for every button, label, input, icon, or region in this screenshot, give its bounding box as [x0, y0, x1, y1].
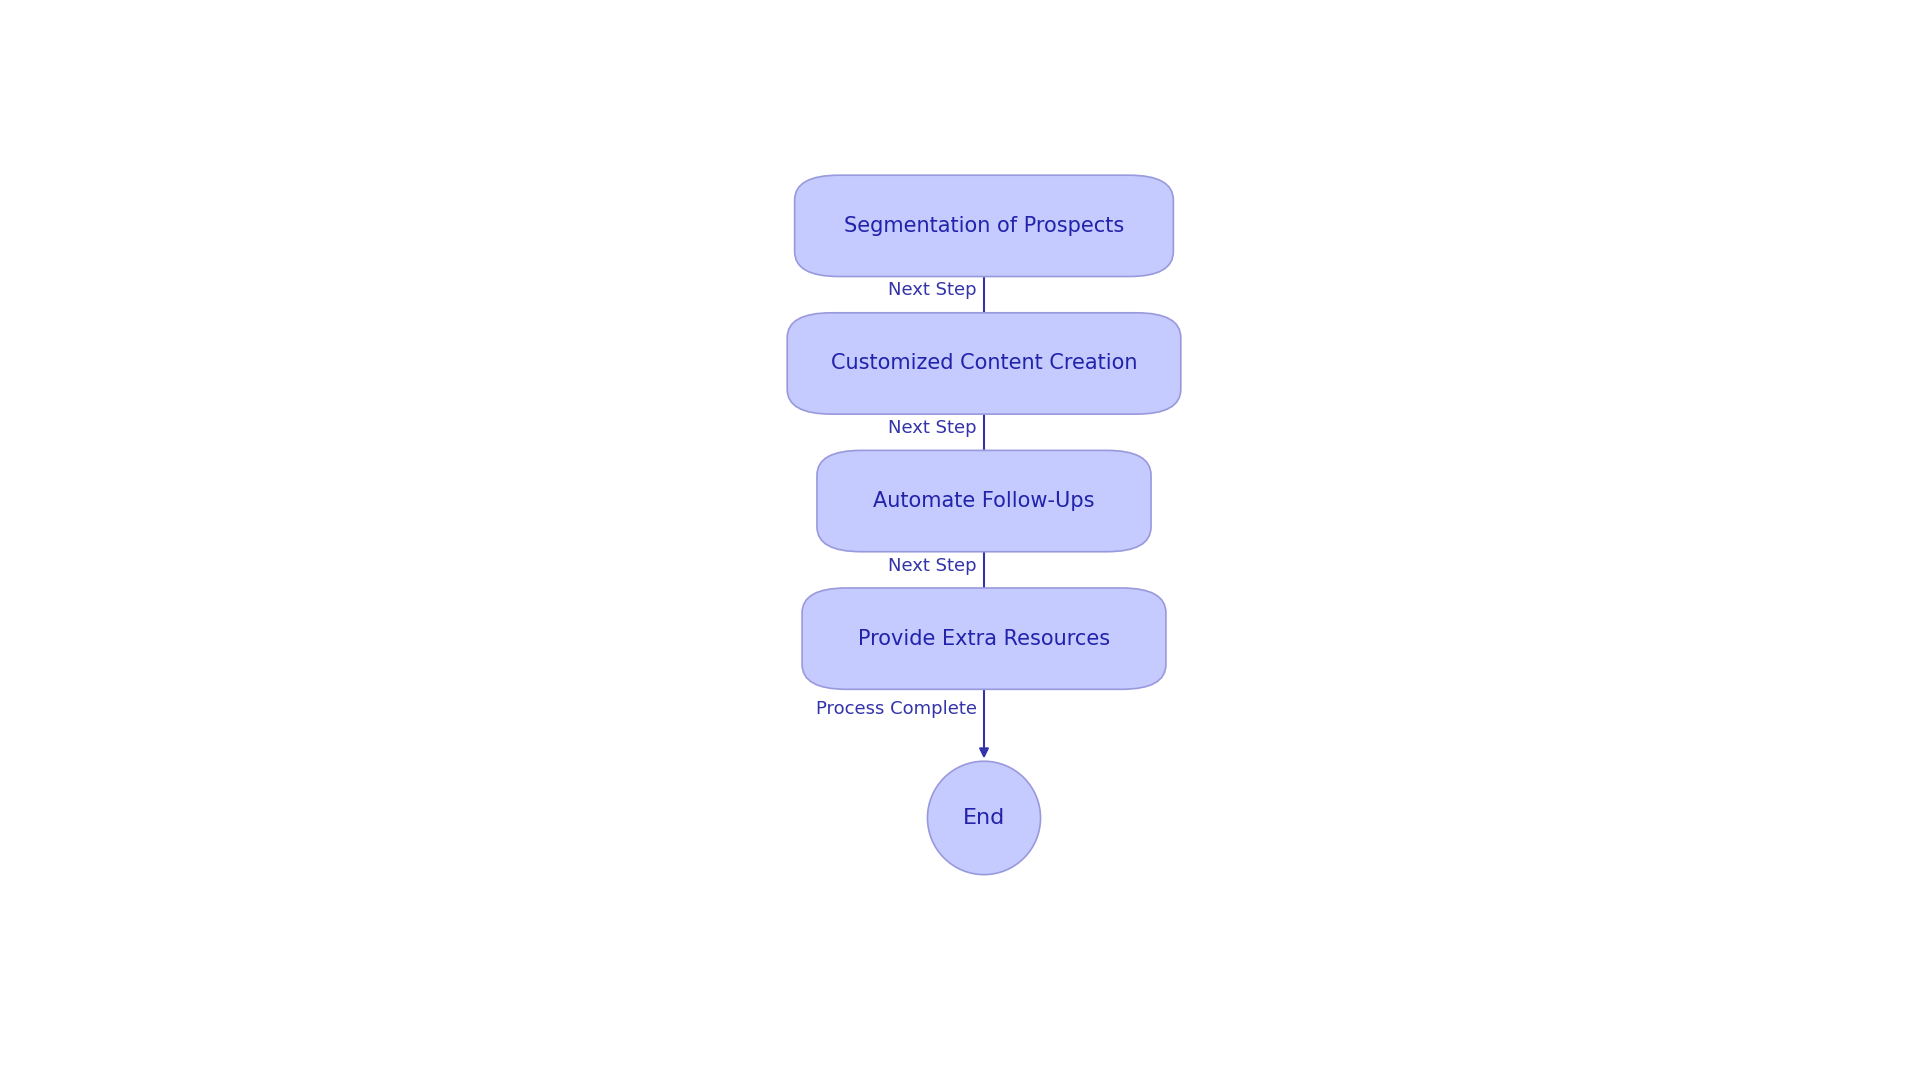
Text: Next Step: Next Step [887, 419, 977, 438]
FancyBboxPatch shape [803, 588, 1165, 689]
Text: Next Step: Next Step [887, 557, 977, 575]
FancyBboxPatch shape [795, 175, 1173, 276]
FancyBboxPatch shape [816, 451, 1152, 551]
Text: Provide Extra Resources: Provide Extra Resources [858, 628, 1110, 649]
FancyBboxPatch shape [787, 313, 1181, 414]
Text: Next Step: Next Step [887, 282, 977, 300]
Text: Process Complete: Process Complete [816, 700, 977, 718]
Text: Automate Follow-Ups: Automate Follow-Ups [874, 491, 1094, 511]
Text: Customized Content Creation: Customized Content Creation [831, 353, 1137, 374]
Text: End: End [962, 808, 1006, 827]
Text: Segmentation of Prospects: Segmentation of Prospects [845, 216, 1123, 236]
Ellipse shape [927, 761, 1041, 875]
